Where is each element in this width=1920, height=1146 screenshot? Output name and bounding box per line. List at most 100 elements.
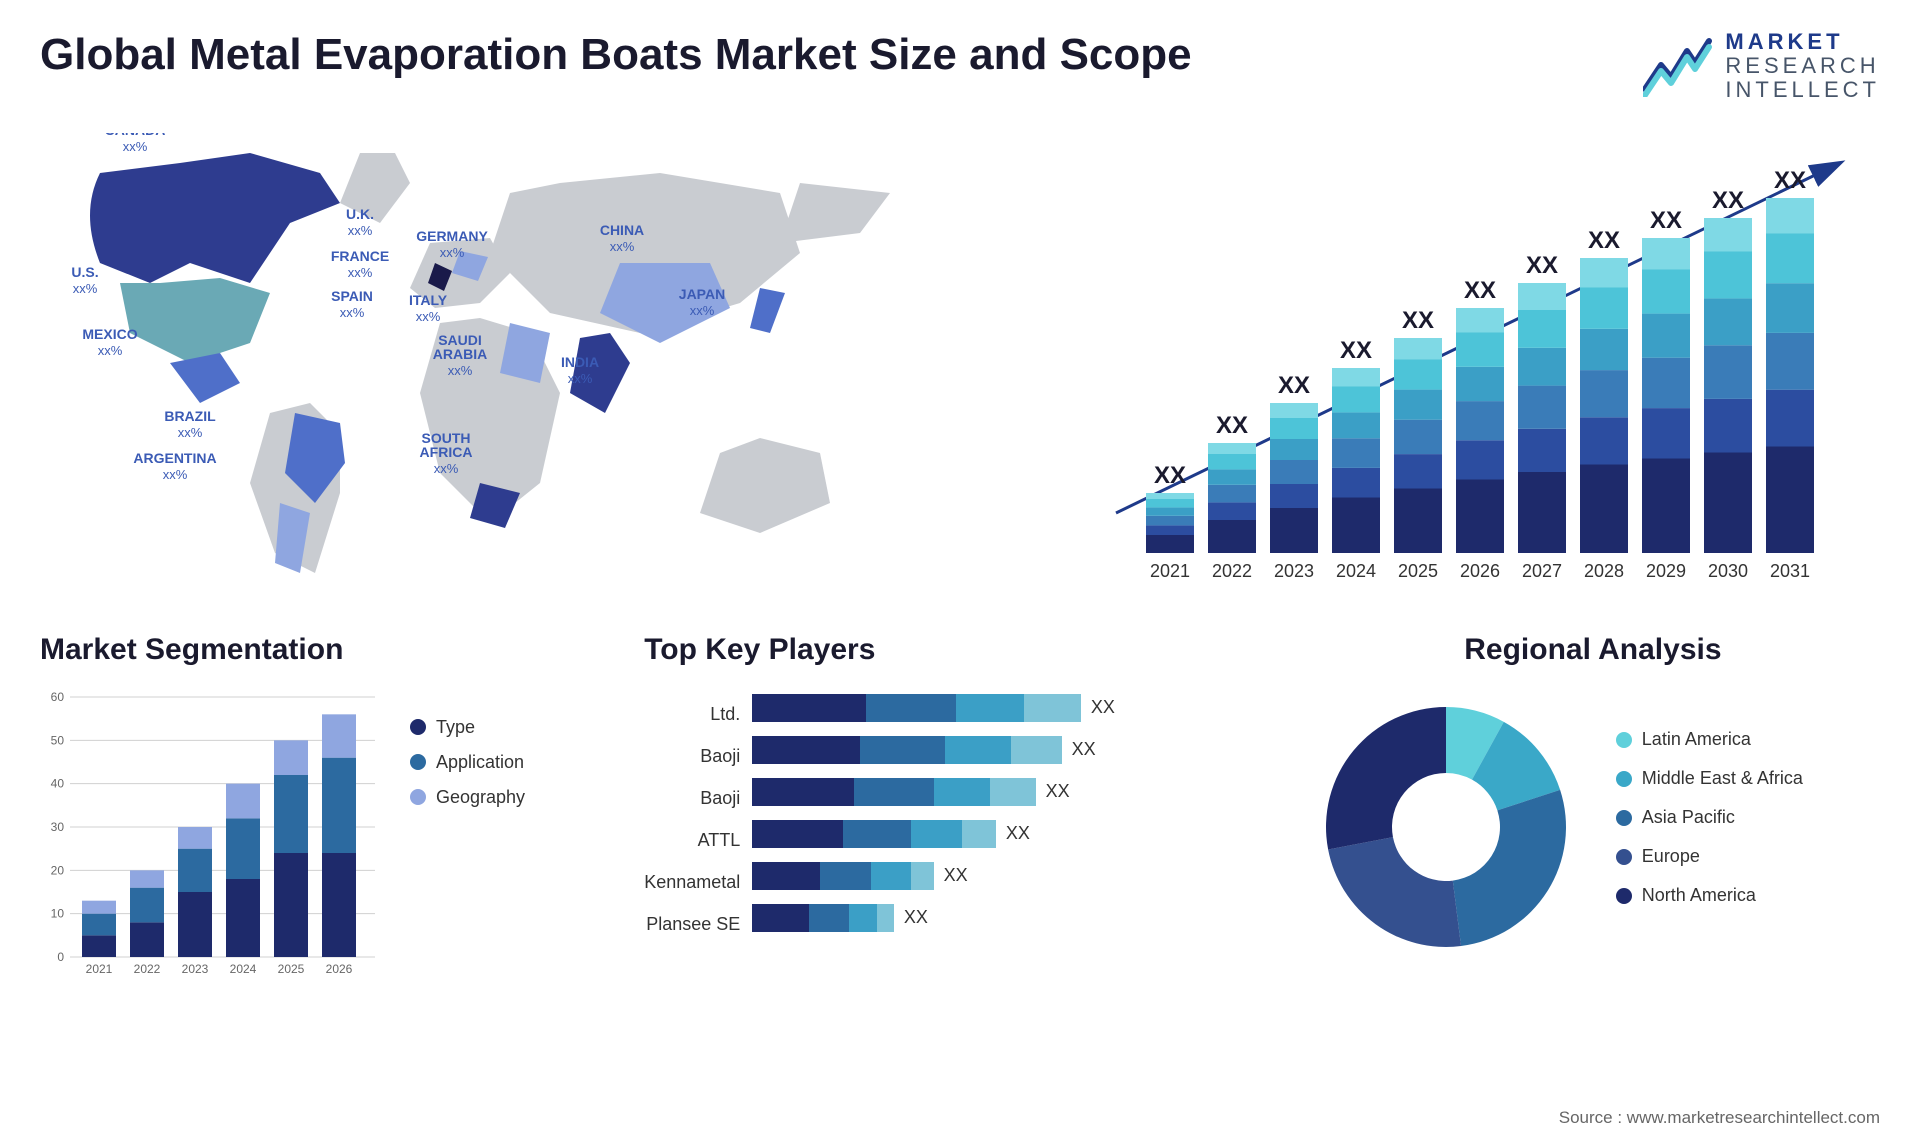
- player-bar: [752, 694, 1081, 722]
- svg-text:FRANCE: FRANCE: [331, 248, 389, 264]
- player-bar: [752, 904, 894, 932]
- world-map: CANADAxx%U.S.xx%MEXICOxx%BRAZILxx%ARGENT…: [40, 133, 960, 593]
- svg-text:xx%: xx%: [690, 303, 715, 318]
- svg-text:30: 30: [51, 820, 65, 834]
- legend-item: Application: [410, 752, 525, 773]
- legend-item: Geography: [410, 787, 525, 808]
- svg-text:xx%: xx%: [416, 309, 441, 324]
- player-label: Baoji: [644, 777, 740, 819]
- players-title: Top Key Players: [644, 633, 1276, 667]
- svg-text:XX: XX: [1464, 277, 1496, 304]
- svg-text:XX: XX: [1402, 307, 1434, 334]
- svg-text:2023: 2023: [182, 962, 209, 976]
- svg-text:BRAZIL: BRAZIL: [164, 408, 216, 424]
- svg-text:50: 50: [51, 733, 65, 747]
- player-row: XX: [752, 813, 1276, 855]
- svg-text:xx%: xx%: [348, 265, 373, 280]
- page-title: Global Metal Evaporation Boats Market Si…: [40, 30, 1192, 80]
- svg-text:2022: 2022: [1212, 561, 1252, 581]
- svg-text:2031: 2031: [1770, 561, 1810, 581]
- player-bar: [752, 778, 1035, 806]
- svg-text:10: 10: [51, 906, 65, 920]
- svg-text:CHINA: CHINA: [600, 222, 644, 238]
- svg-text:ITALY: ITALY: [409, 292, 448, 308]
- player-value: XX: [1091, 697, 1115, 718]
- player-label: Plansee SE: [644, 903, 740, 945]
- regional-panel: Regional Analysis Latin AmericaMiddle Ea…: [1306, 633, 1880, 987]
- svg-text:0: 0: [57, 950, 64, 964]
- svg-text:xx%: xx%: [348, 223, 373, 238]
- svg-text:2025: 2025: [278, 962, 305, 976]
- svg-text:XX: XX: [1588, 227, 1620, 254]
- svg-text:XX: XX: [1774, 167, 1806, 194]
- brand-logo: MARKET RESEARCH INTELLECT: [1643, 30, 1880, 103]
- svg-text:ARGENTINA: ARGENTINA: [133, 450, 216, 466]
- svg-text:XX: XX: [1712, 187, 1744, 214]
- logo-line3: INTELLECT: [1725, 78, 1880, 102]
- svg-text:xx%: xx%: [440, 245, 465, 260]
- svg-text:JAPAN: JAPAN: [679, 286, 725, 302]
- svg-text:2024: 2024: [230, 962, 257, 976]
- svg-text:40: 40: [51, 776, 65, 790]
- player-bar: [752, 736, 1061, 764]
- svg-text:2030: 2030: [1708, 561, 1748, 581]
- svg-text:xx%: xx%: [448, 363, 473, 378]
- legend-item: Latin America: [1616, 729, 1803, 750]
- svg-text:XX: XX: [1650, 207, 1682, 234]
- svg-text:60: 60: [51, 690, 65, 704]
- player-label: Baoji: [644, 735, 740, 777]
- player-value: XX: [1072, 739, 1096, 760]
- svg-text:ARABIA: ARABIA: [433, 346, 487, 362]
- svg-text:2028: 2028: [1584, 561, 1624, 581]
- player-bar: [752, 862, 933, 890]
- svg-text:2029: 2029: [1646, 561, 1686, 581]
- svg-text:20: 20: [51, 863, 65, 877]
- player-value: XX: [904, 907, 928, 928]
- svg-text:2021: 2021: [86, 962, 113, 976]
- svg-text:INDIA: INDIA: [561, 354, 599, 370]
- regional-title: Regional Analysis: [1306, 633, 1880, 667]
- player-row: XX: [752, 855, 1276, 897]
- logo-line2: RESEARCH: [1725, 54, 1880, 78]
- player-row: XX: [752, 687, 1276, 729]
- svg-text:xx%: xx%: [568, 371, 593, 386]
- svg-text:SPAIN: SPAIN: [331, 288, 373, 304]
- segmentation-title: Market Segmentation: [40, 633, 614, 667]
- player-label: ATTL: [644, 819, 740, 861]
- svg-text:xx%: xx%: [610, 239, 635, 254]
- svg-text:U.K.: U.K.: [346, 206, 374, 222]
- legend-item: Type: [410, 717, 525, 738]
- svg-text:2026: 2026: [326, 962, 353, 976]
- svg-text:AFRICA: AFRICA: [420, 444, 473, 460]
- svg-text:GERMANY: GERMANY: [416, 228, 488, 244]
- svg-text:2023: 2023: [1274, 561, 1314, 581]
- svg-text:xx%: xx%: [98, 343, 123, 358]
- players-panel: Top Key Players Ltd.BaojiBaojiATTLKennam…: [644, 633, 1276, 987]
- player-row: XX: [752, 897, 1276, 939]
- player-row: XX: [752, 729, 1276, 771]
- svg-text:xx%: xx%: [178, 425, 203, 440]
- player-value: XX: [944, 865, 968, 886]
- svg-text:xx%: xx%: [340, 305, 365, 320]
- svg-text:2026: 2026: [1460, 561, 1500, 581]
- legend-item: Asia Pacific: [1616, 807, 1803, 828]
- svg-text:XX: XX: [1216, 412, 1248, 439]
- player-label: Ltd.: [644, 693, 740, 735]
- player-value: XX: [1006, 823, 1030, 844]
- svg-text:xx%: xx%: [434, 461, 459, 476]
- svg-text:XX: XX: [1526, 252, 1558, 279]
- svg-text:2025: 2025: [1398, 561, 1438, 581]
- svg-text:xx%: xx%: [163, 467, 188, 482]
- segmentation-panel: Market Segmentation 0 10 20 30 40 50 60 2021 202…: [40, 633, 614, 987]
- svg-text:xx%: xx%: [123, 139, 148, 154]
- svg-text:XX: XX: [1340, 337, 1372, 364]
- svg-text:CANADA: CANADA: [105, 133, 166, 138]
- svg-text:MEXICO: MEXICO: [82, 326, 137, 342]
- player-bar: [752, 820, 996, 848]
- svg-text:xx%: xx%: [73, 281, 98, 296]
- logo-line1: MARKET: [1725, 30, 1880, 54]
- svg-text:2021: 2021: [1150, 561, 1190, 581]
- svg-text:U.S.: U.S.: [71, 264, 98, 280]
- source-text: Source : www.marketresearchintellect.com: [1559, 1108, 1880, 1128]
- svg-text:XX: XX: [1154, 462, 1186, 489]
